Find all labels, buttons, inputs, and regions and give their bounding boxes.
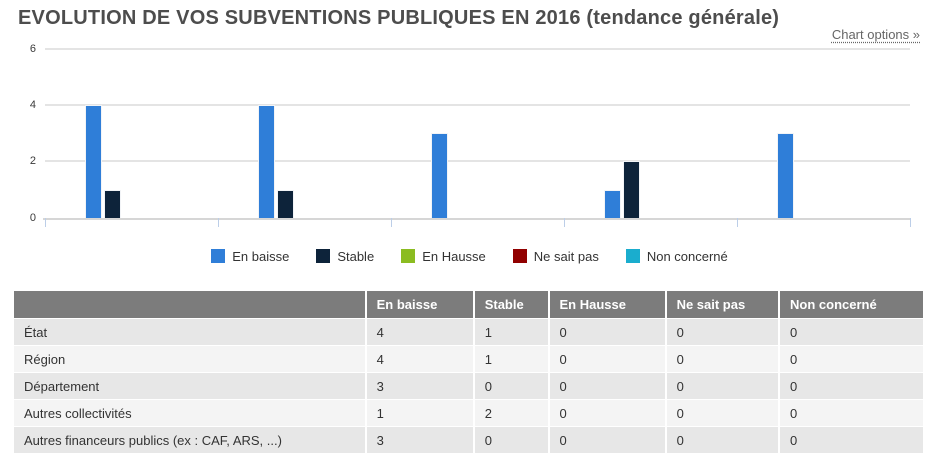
table-cell: 3 xyxy=(366,427,473,453)
gridline-4 xyxy=(45,103,910,106)
legend-item-ne-sait-pas[interactable]: Ne sait pas xyxy=(512,248,599,264)
table-row: Département 3 0 0 0 0 xyxy=(14,373,923,399)
bar-chart: 6 4 2 0 xyxy=(30,43,911,227)
table-cell: 0 xyxy=(780,373,923,399)
legend-label: Ne sait pas xyxy=(533,248,599,264)
table-cell: 2 xyxy=(474,400,548,426)
y-axis-label: 6 xyxy=(29,43,36,55)
chart-title: EVOLUTION DE VOS SUBVENTIONS PUBLIQUES E… xyxy=(18,7,780,29)
data-table: En baisse Stable En Hausse Ne sait pas N… xyxy=(12,290,925,454)
legend-item-non-concerne[interactable]: Non concerné xyxy=(625,248,728,264)
chart-bar[interactable] xyxy=(258,104,275,218)
legend-label: Stable xyxy=(337,248,375,264)
bar-group-region xyxy=(218,48,391,218)
table-header-cell: En Hausse xyxy=(549,291,665,318)
x-axis-tick xyxy=(564,218,565,227)
y-axis-label: 4 xyxy=(29,98,36,111)
table-cell: 0 xyxy=(666,346,779,372)
gridline-2 xyxy=(45,160,910,163)
table-cell: 0 xyxy=(666,400,779,426)
table-cell: 0 xyxy=(666,373,779,399)
table-cell: 0 xyxy=(549,400,665,426)
table-cell: 1 xyxy=(474,319,548,345)
row-label: Département xyxy=(14,373,365,399)
legend-swatch-icon xyxy=(316,249,331,263)
x-axis-tick xyxy=(737,218,738,227)
legend-label: En baisse xyxy=(232,248,290,264)
table-header-cell: En baisse xyxy=(366,291,473,318)
legend-swatch-icon xyxy=(625,249,640,263)
legend-swatch-icon xyxy=(512,249,527,263)
table-cell: 0 xyxy=(474,373,548,399)
table-cell: 0 xyxy=(549,373,665,399)
chart-bar[interactable] xyxy=(604,189,621,218)
y-axis-label: 2 xyxy=(29,155,36,168)
chart-header: EVOLUTION DE VOS SUBVENTIONS PUBLIQUES E… xyxy=(0,0,939,46)
x-axis-tick xyxy=(391,218,392,227)
table-header-corner xyxy=(14,291,365,318)
table-cell: 4 xyxy=(366,346,473,372)
x-axis-tick xyxy=(45,218,46,227)
legend-item-stable[interactable]: Stable xyxy=(316,249,374,264)
bar-group-autres-financeurs xyxy=(737,48,910,218)
chart-bar[interactable] xyxy=(431,133,448,218)
chart-legend: En baisse Stable En Hausse Ne sait pas N… xyxy=(0,248,939,264)
bar-group-autres-collectivites xyxy=(564,48,737,218)
legend-swatch-icon xyxy=(401,249,416,263)
bar-group-departement xyxy=(391,48,564,218)
x-axis-tick xyxy=(218,218,219,227)
table-header-cell: Ne sait pas xyxy=(666,291,779,318)
legend-label: Non concerné xyxy=(646,248,728,264)
table-cell: 0 xyxy=(666,319,779,345)
row-label: Région xyxy=(14,346,365,372)
table-cell: 1 xyxy=(366,400,473,426)
table-cell: 1 xyxy=(474,346,548,372)
y-axis-label: 0 xyxy=(29,212,36,224)
legend-label: En Hausse xyxy=(422,248,486,264)
table-cell: 0 xyxy=(780,319,923,345)
table-cell: 4 xyxy=(366,319,473,345)
bar-group-etat xyxy=(45,48,218,218)
table-cell: 3 xyxy=(366,373,473,399)
table-cell: 0 xyxy=(474,427,548,453)
gridline-6 xyxy=(45,48,910,50)
table-cell: 0 xyxy=(549,319,665,345)
table-cell: 0 xyxy=(780,400,923,426)
row-label: Autres collectivités xyxy=(14,400,365,426)
row-label: État xyxy=(14,319,365,345)
table-cell: 0 xyxy=(549,346,665,372)
table-row: Autres collectivités 1 2 0 0 0 xyxy=(14,400,923,426)
legend-swatch-icon xyxy=(211,249,226,263)
chart-bar[interactable] xyxy=(85,104,102,218)
chart-bar[interactable] xyxy=(777,133,794,218)
table-cell: 0 xyxy=(666,427,779,453)
table-header-cell: Stable xyxy=(474,291,548,318)
chart-bar[interactable] xyxy=(104,189,121,218)
row-label: Autres financeurs publics (ex : CAF, ARS… xyxy=(14,427,365,453)
table-cell: 0 xyxy=(780,346,923,372)
x-axis-line xyxy=(43,218,910,220)
legend-item-en-hausse[interactable]: En Hausse xyxy=(401,249,486,264)
x-axis-tick xyxy=(910,218,911,227)
plot-area xyxy=(45,48,910,218)
chart-bar[interactable] xyxy=(277,189,294,218)
table-row: État 4 1 0 0 0 xyxy=(14,319,923,345)
table-row: Région 4 1 0 0 0 xyxy=(14,346,923,372)
chart-bar[interactable] xyxy=(623,161,640,218)
table-header-row: En baisse Stable En Hausse Ne sait pas N… xyxy=(14,291,923,318)
table-header-cell: Non concerné xyxy=(780,291,923,318)
legend-item-en-baisse[interactable]: En baisse xyxy=(211,249,289,264)
chart-options-link[interactable]: Chart options » xyxy=(831,27,920,42)
table-row: Autres financeurs publics (ex : CAF, ARS… xyxy=(14,427,923,453)
table-cell: 0 xyxy=(780,427,923,453)
table-cell: 0 xyxy=(549,427,665,453)
